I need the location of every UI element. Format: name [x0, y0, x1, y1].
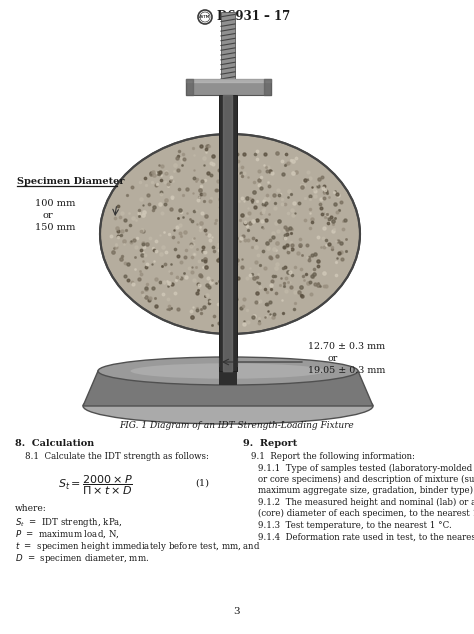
Text: 9.1.2  The measured height and nominal (lab) or average: 9.1.2 The measured height and nominal (l…	[258, 498, 474, 507]
Text: 9.1.4  Deformation rate used in test, to the nearest mm/min.: 9.1.4 Deformation rate used in test, to …	[258, 533, 474, 542]
Text: (1): (1)	[195, 479, 209, 488]
Bar	[186, 79, 271, 95]
Text: or: or	[328, 354, 338, 363]
Text: or core specimens) and description of mixture (such as nominal: or core specimens) and description of mi…	[258, 475, 474, 484]
Text: 9.1  Report the following information:: 9.1 Report the following information:	[251, 452, 415, 461]
Ellipse shape	[100, 134, 360, 334]
Text: $S_t$  =  IDT strength, kPa,: $S_t$ = IDT strength, kPa,	[15, 516, 123, 529]
Text: D6931 – 17: D6931 – 17	[217, 11, 290, 23]
Bar	[219, 357, 237, 385]
Text: 9.  Report: 9. Report	[243, 439, 297, 448]
Text: 150 mm: 150 mm	[35, 223, 75, 232]
Text: $P$  =  maximum load, N,: $P$ = maximum load, N,	[15, 528, 119, 540]
Bar	[221, 12, 235, 79]
Bar	[219, 95, 237, 371]
Text: Specimen Diameter: Specimen Diameter	[17, 177, 125, 186]
Ellipse shape	[98, 357, 358, 385]
Text: maximum aggregate size, gradation, binder type).: maximum aggregate size, gradation, binde…	[258, 486, 474, 495]
Text: ASTM: ASTM	[200, 15, 210, 19]
Text: 9.1.3  Test temperature, to the nearest 1 °C.: 9.1.3 Test temperature, to the nearest 1…	[258, 521, 452, 530]
Text: 100 mm: 100 mm	[35, 199, 75, 208]
Text: 19.05 ± 0.3 mm: 19.05 ± 0.3 mm	[308, 366, 385, 375]
Bar	[219, 95, 237, 371]
Text: $t$  =  specimen height immediately before test, mm, and: $t$ = specimen height immediately before…	[15, 540, 261, 553]
Text: where:: where:	[15, 504, 47, 513]
Text: 3: 3	[234, 607, 240, 616]
Text: FIG. 1 Diagram of an IDT Strength-Loading Fixture: FIG. 1 Diagram of an IDT Strength-Loadin…	[119, 421, 355, 430]
Ellipse shape	[130, 363, 326, 378]
Ellipse shape	[83, 388, 373, 424]
Text: $S_t = \dfrac{2000 \times P}{\Pi \times t \times D}$: $S_t = \dfrac{2000 \times P}{\Pi \times …	[58, 474, 132, 498]
Text: (core) diameter of each specimen, to the nearest 1 mm.: (core) diameter of each specimen, to the…	[258, 509, 474, 518]
Text: $D$  =  specimen diameter, mm.: $D$ = specimen diameter, mm.	[15, 552, 149, 565]
Text: 8.1  Calculate the IDT strength as follows:: 8.1 Calculate the IDT strength as follow…	[25, 452, 209, 461]
Text: 8.  Calculation: 8. Calculation	[15, 439, 94, 448]
Text: or: or	[43, 211, 54, 220]
Text: 12.70 ± 0.3 mm: 12.70 ± 0.3 mm	[308, 342, 385, 351]
Text: 9.1.1  Type of samples tested (laboratory-molded specimens: 9.1.1 Type of samples tested (laboratory…	[258, 464, 474, 473]
Polygon shape	[83, 371, 373, 406]
